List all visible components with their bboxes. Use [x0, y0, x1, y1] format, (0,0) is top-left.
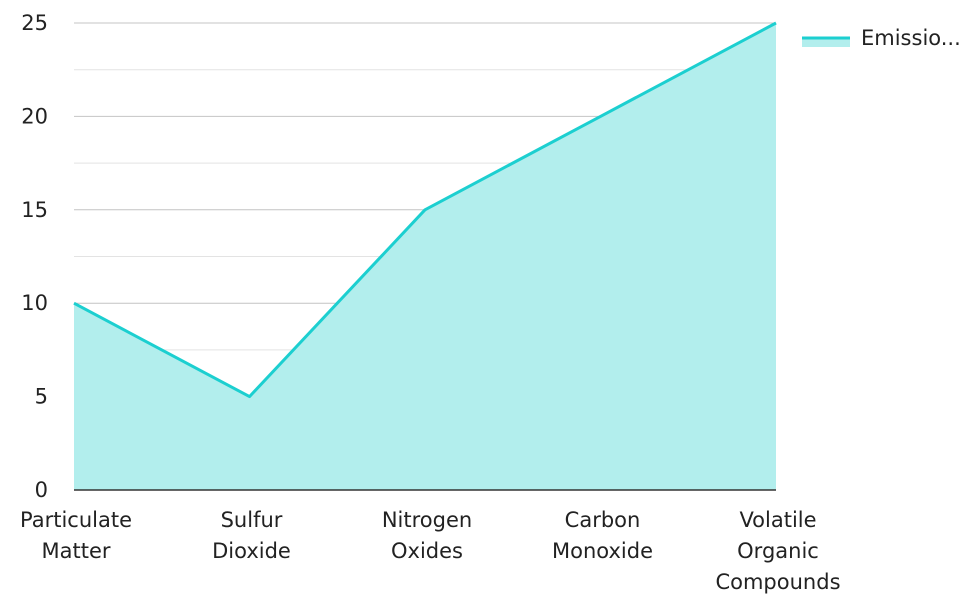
- series-area-fill: [74, 23, 776, 490]
- x-tick-label: Particulate Matter: [20, 508, 132, 563]
- series-line: [73, 21, 777, 399]
- y-tick-label: 25: [21, 11, 48, 35]
- x-tick-label: Carbon Monoxide: [552, 508, 653, 563]
- y-tick-label: 10: [21, 291, 48, 315]
- legend-label: Emissio...: [861, 26, 961, 50]
- y-tick-label: 0: [35, 478, 48, 502]
- y-tick-label: 20: [21, 104, 48, 128]
- x-tick-label: Sulfur Dioxide: [212, 508, 291, 563]
- legend-swatch-fill: [802, 37, 850, 47]
- y-tick-label: 5: [35, 385, 48, 409]
- x-tick-label: Nitrogen Oxides: [382, 508, 472, 563]
- x-axis-ticks: Particulate Matter Sulfur Dioxide Nitrogen Ox…: [20, 508, 841, 594]
- x-tick-label: Volatile Organic Compounds: [715, 508, 840, 594]
- y-tick-label: 15: [21, 198, 48, 222]
- y-axis-ticks: 0 5 10 15 20 25: [21, 11, 48, 502]
- legend[interactable]: Emissio...: [802, 26, 961, 50]
